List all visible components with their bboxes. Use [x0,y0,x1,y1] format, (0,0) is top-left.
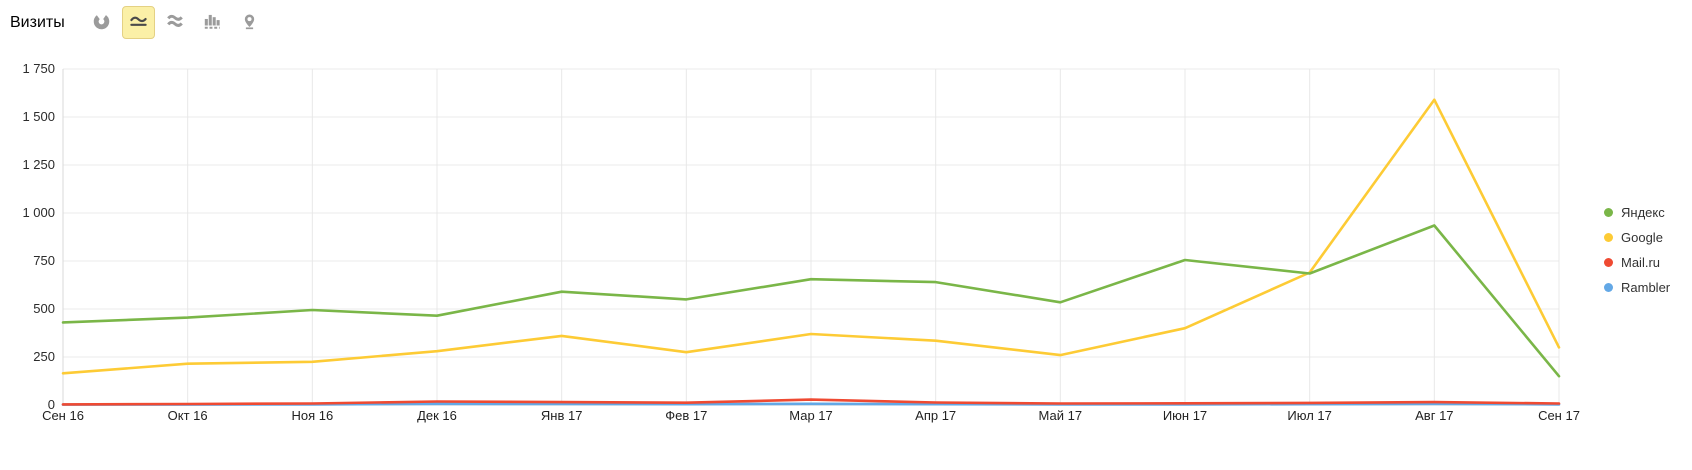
y-axis: 1 750 1 500 1 250 1 000 750 500 250 0 [0,0,55,470]
chart-type-toolbar [85,6,266,39]
y-tick-label: 1 000 [22,205,55,220]
legend-item-google[interactable]: Google [1604,225,1670,250]
y-tick-label: 1 500 [22,109,55,124]
series-color-dot [1604,283,1613,292]
series-color-dot [1604,233,1613,242]
column-chart-icon [203,12,221,33]
x-tick-label: Сен 17 [1538,408,1580,423]
chart-title: Визиты [10,13,65,31]
x-tick-label: Ноя 16 [291,408,334,423]
legend-item-mailru[interactable]: Mail.ru [1604,250,1670,275]
x-tick-label: Июн 17 [1162,408,1208,423]
x-tick-label: Окт 16 [167,408,208,423]
x-tick-label: Апр 17 [915,408,957,423]
legend-label: Яндекс [1621,205,1665,220]
legend-item-rambler[interactable]: Rambler [1604,275,1670,300]
y-tick-label: 250 [33,349,55,364]
x-tick-label: Фев 17 [665,408,708,423]
x-tick-label: Янв 17 [540,408,583,423]
y-tick-label: 500 [33,301,55,316]
column-chart-button[interactable] [196,6,229,39]
legend-label: Rambler [1621,280,1671,295]
map-pin-icon [241,13,258,33]
legend-item-yandex[interactable]: Яндекс [1604,200,1670,225]
legend: Яндекс Google Mail.ru Rambler [1604,200,1670,300]
x-tick-label: Май 17 [1038,408,1083,423]
legend-label: Mail.ru [1621,255,1661,270]
stacked-area-button[interactable] [159,6,192,39]
y-tick-label: 1 750 [22,61,55,76]
map-button[interactable] [233,6,266,39]
y-tick-label: 0 [47,397,55,412]
chart-header: Визиты [10,6,266,39]
x-tick-label: Сен 16 [42,408,84,423]
y-tick-label: 1 250 [22,157,55,172]
series-color-dot [1604,258,1613,267]
series-color-dot [1604,208,1613,217]
pie-chart-icon [93,13,110,33]
stacked-area-icon [166,12,184,33]
x-tick-label: Мар 17 [789,408,833,423]
line-chart-button[interactable] [121,6,155,39]
x-tick-label: Июл 17 [1287,408,1332,423]
pie-chart-button[interactable] [85,6,118,39]
legend-label: Google [1621,230,1663,245]
x-tick-label: Дек 16 [417,408,457,423]
line-chart-icon [129,12,148,34]
y-tick-label: 750 [33,253,55,268]
x-tick-label: Авг 17 [1415,408,1454,423]
